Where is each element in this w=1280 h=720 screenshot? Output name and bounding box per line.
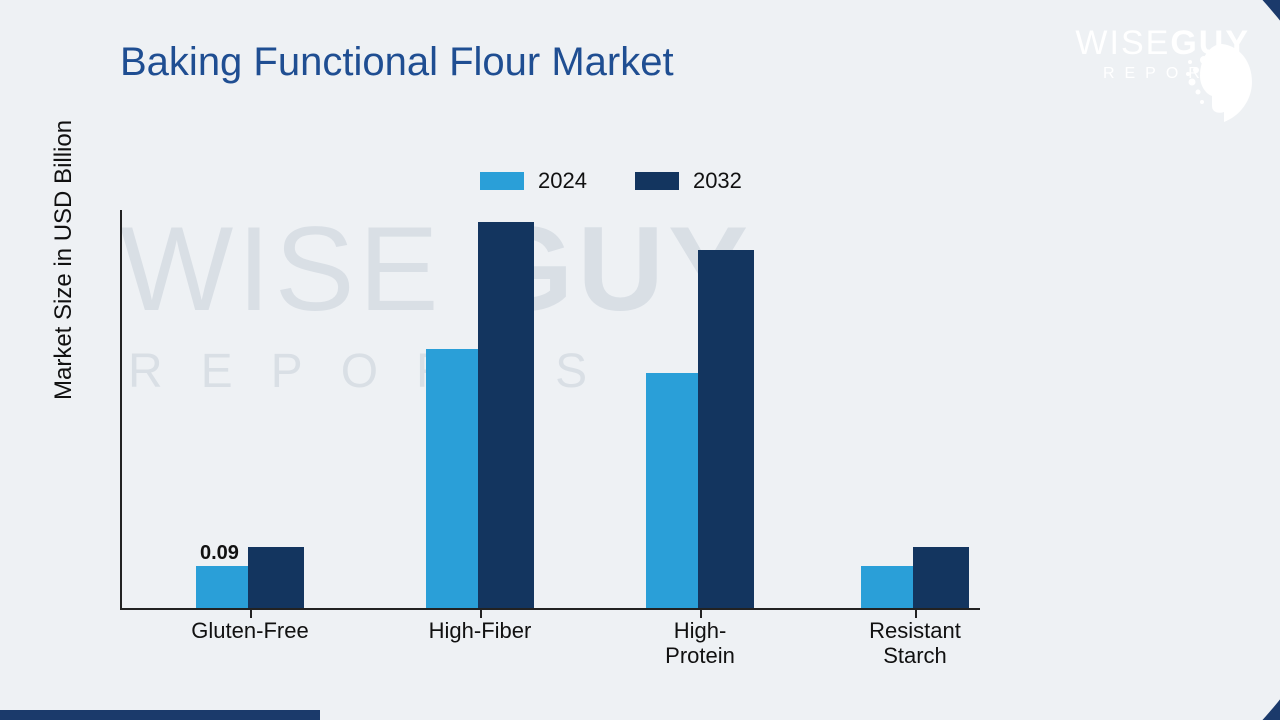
bar-2032	[478, 222, 534, 608]
y-axis	[120, 210, 122, 610]
bar-2024	[646, 373, 702, 608]
x-axis-label: ResistantStarch	[835, 618, 995, 669]
bar-2032	[248, 547, 304, 608]
bar-2032	[698, 250, 754, 608]
legend-item-2024: 2024	[480, 168, 587, 194]
legend-label-2032: 2032	[693, 168, 742, 194]
legend: 2024 2032	[480, 168, 742, 194]
bar-value-label: 0.09	[200, 542, 239, 565]
legend-swatch-2032	[635, 172, 679, 190]
bar-2024	[196, 566, 252, 608]
chart-title: Baking Functional Flour Market	[120, 40, 674, 85]
x-axis-label: High-Fiber	[400, 618, 560, 643]
legend-label-2024: 2024	[538, 168, 587, 194]
stage: WISEGUY REPORTS Baking Functional Flour …	[0, 0, 1280, 720]
bar-group	[426, 222, 534, 608]
bar-group	[861, 547, 969, 608]
x-tick	[915, 610, 917, 618]
bar-2032	[913, 547, 969, 608]
x-tick	[480, 610, 482, 618]
x-axis	[120, 608, 980, 610]
logo-head-icon	[1182, 42, 1254, 128]
x-axis-label: High-Protein	[620, 618, 780, 669]
chart-plot-area	[120, 210, 980, 610]
x-tick	[700, 610, 702, 618]
legend-item-2032: 2032	[635, 168, 742, 194]
bottom-accent-bar	[0, 710, 320, 720]
brand-logo: WISEGUY REPORTS	[1075, 24, 1250, 83]
legend-swatch-2024	[480, 172, 524, 190]
bar-2024	[861, 566, 917, 608]
bar-2024	[426, 349, 482, 608]
y-axis-label: Market Size in USD Billion	[50, 120, 78, 400]
brand-line1-a: WISE	[1075, 24, 1170, 62]
x-axis-label: Gluten-Free	[170, 618, 330, 643]
x-tick	[250, 610, 252, 618]
bar-group	[646, 250, 754, 608]
